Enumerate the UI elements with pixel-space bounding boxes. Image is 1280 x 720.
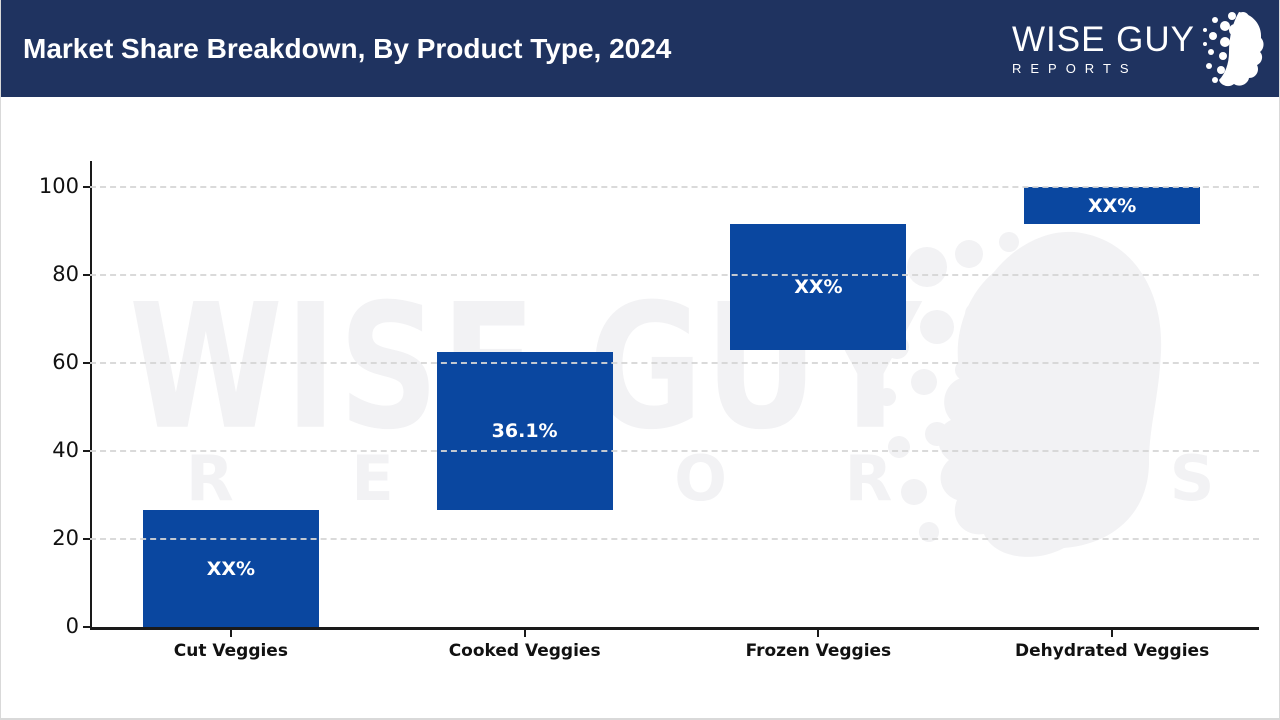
gridline [90, 362, 1259, 364]
bar-value-label: XX% [1087, 194, 1137, 217]
x-axis-category-label: Cooked Veggies [448, 641, 601, 661]
bar: 36.1% [436, 351, 613, 511]
y-tick-mark [83, 450, 91, 452]
gridline [90, 186, 1259, 188]
x-axis-line [90, 627, 1259, 630]
gridline [90, 538, 1259, 540]
page-title: Market Share Breakdown, By Product Type,… [23, 33, 672, 64]
y-axis-line [90, 160, 92, 630]
x-tick-mark [229, 630, 232, 637]
y-tick-label: 0 [65, 614, 79, 638]
x-axis-category-label: Frozen Veggies [745, 641, 892, 661]
x-axis-category-label: Dehydrated Veggies [1015, 641, 1210, 661]
dotted-head-icon [1203, 12, 1264, 87]
y-tick-mark [83, 274, 91, 276]
y-tick-mark [83, 362, 91, 364]
y-tick-label: 20 [52, 526, 79, 550]
brand-logo-text: WISE GUY REPORTS [1012, 20, 1195, 76]
bar-value-label: XX% [794, 276, 843, 299]
x-axis-category-label: Cut Veggies [173, 641, 288, 661]
y-tick-mark [83, 538, 91, 540]
x-tick-mark [523, 630, 526, 637]
x-tick-mark [817, 630, 820, 637]
y-tick-label: 40 [52, 438, 79, 462]
bar: XX% [730, 224, 907, 350]
brand-logo-line1: WISE GUY [1011, 20, 1195, 59]
waterfall-chart: 0 20 40 60 80 100 XX% Cut Veggies 36.1% Cooked Ve… [1, 97, 1279, 718]
y-tick-mark [83, 626, 91, 628]
brand-logo: WISE GUY REPORTS [1012, 8, 1265, 88]
gridline [90, 450, 1259, 452]
x-tick-mark [1111, 630, 1114, 637]
y-tick-label: 60 [52, 350, 79, 374]
header-bar: Market Share Breakdown, By Product Type,… [1, 0, 1279, 97]
bar-value-label: XX% [206, 557, 256, 580]
brand-logo-line2: REPORTS [1011, 61, 1138, 76]
bar-value-label: 36.1% [491, 419, 558, 442]
y-tick-mark [83, 186, 91, 188]
bar: XX% [142, 510, 319, 627]
bar: XX% [1024, 187, 1201, 225]
gridline [90, 274, 1259, 276]
y-tick-label: 80 [52, 262, 79, 286]
y-tick-label: 100 [38, 174, 79, 198]
